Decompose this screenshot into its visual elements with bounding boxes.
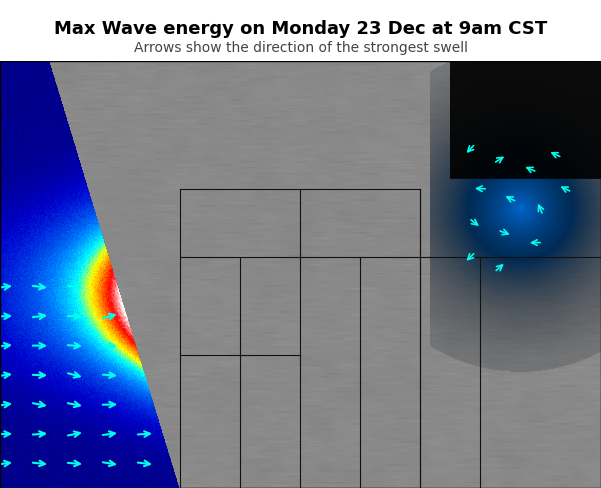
Text: Max Wave energy on Monday 23 Dec at 9am CST: Max Wave energy on Monday 23 Dec at 9am …	[54, 20, 547, 38]
Text: Arrows show the direction of the strongest swell: Arrows show the direction of the stronge…	[133, 41, 468, 56]
